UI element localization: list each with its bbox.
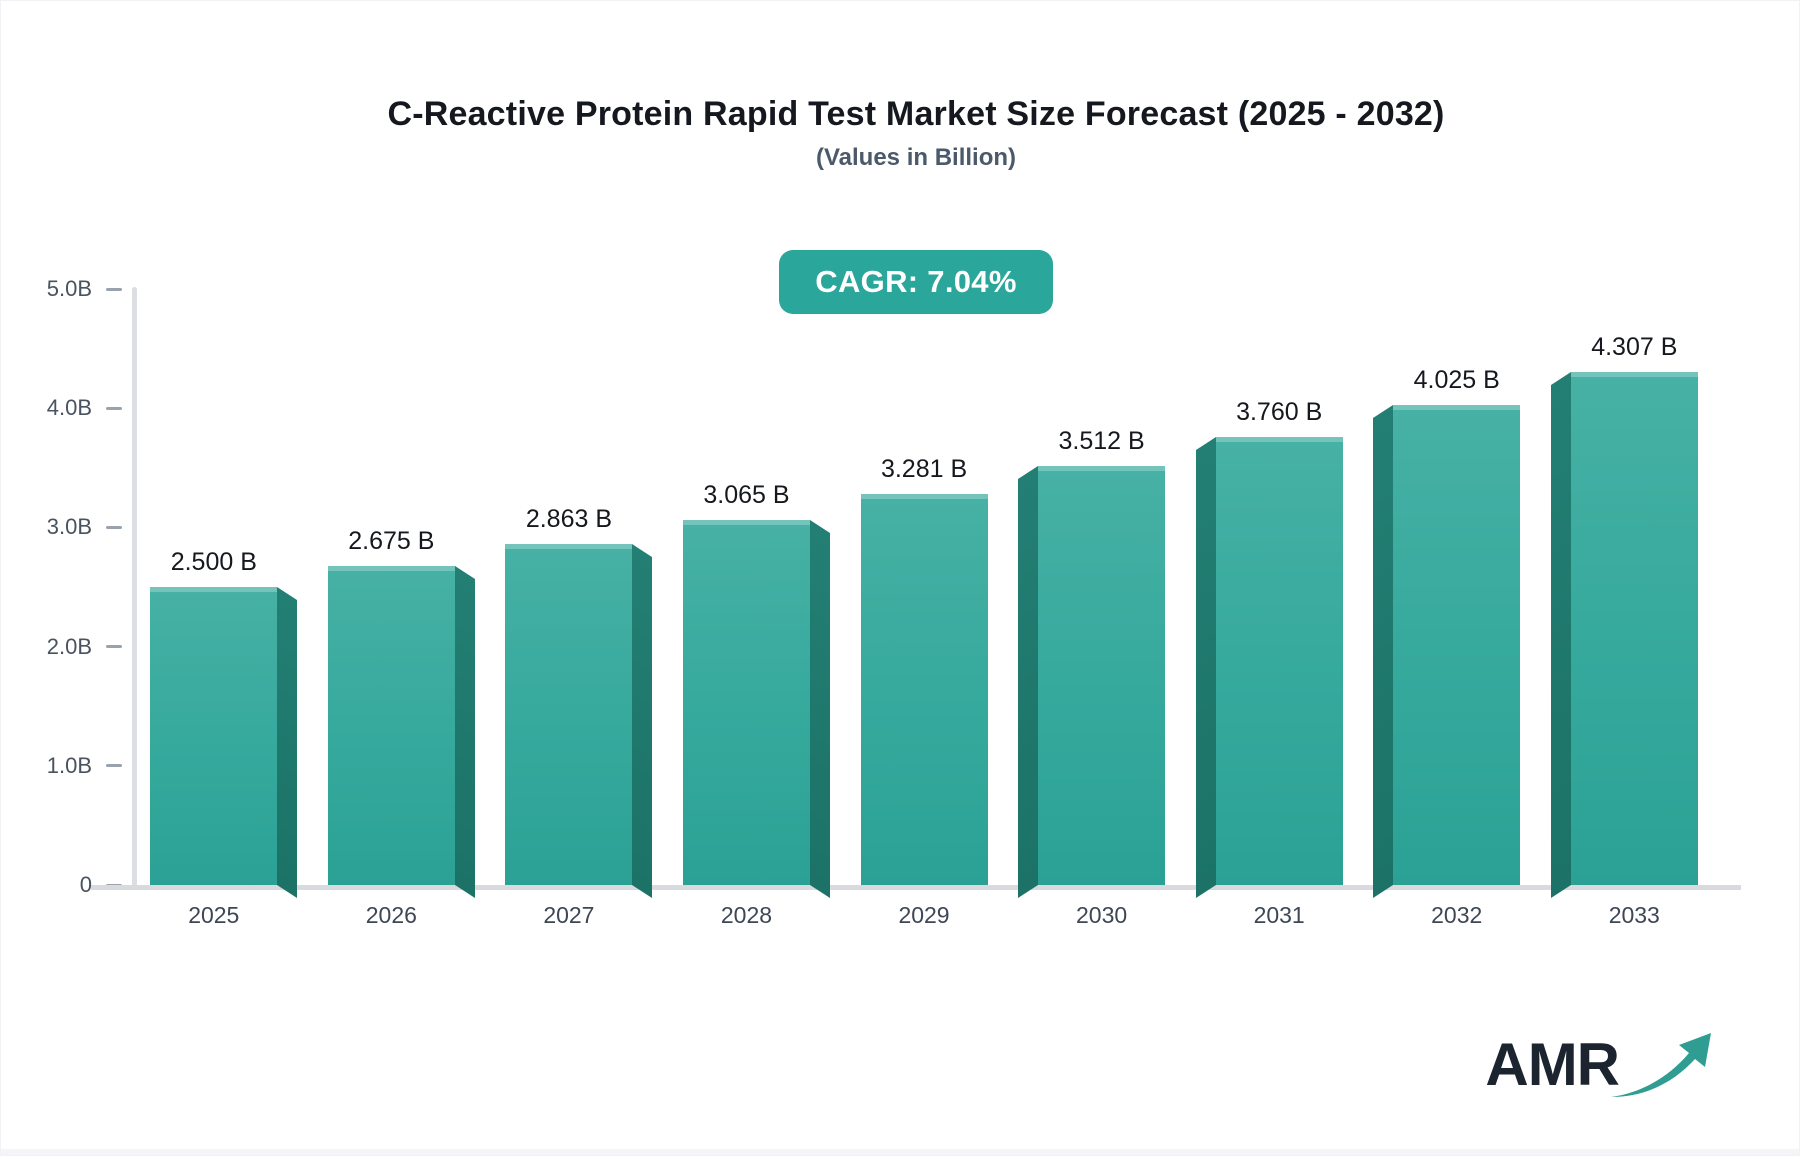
bar-slot-2033: 4.307 B [1546,289,1724,898]
bar-value-label: 4.307 B [1591,332,1678,361]
bar-front-face [505,543,633,885]
y-tick-label: 5.0B [46,276,92,301]
bar-side-face [1195,436,1216,898]
bar-2030: 3.512 B [1018,427,1166,898]
chart-title: C-Reactive Protein Rapid Test Market Siz… [387,95,1445,133]
x-axis-label-2026: 2026 [365,902,417,928]
bar-front-face [150,587,278,885]
bar-slot-2026: 2.675 B [303,289,481,898]
y-tick-mark [106,406,122,410]
bar-slot-2025: 2.500 B [125,289,303,898]
y-tick-mark [106,287,122,291]
x-axis-label-2032: 2032 [1431,902,1483,928]
bar-front-face [1570,371,1698,885]
bar-front-face [327,566,455,885]
bar-front-face [1038,466,1166,885]
y-tick-mark [106,764,122,768]
chart-header: C-Reactive Protein Rapid Test Market Siz… [31,1,1799,314]
y-tick-2.0B: 2.0B [47,634,132,660]
y-tick-label: 4.0B [46,395,92,421]
y-tick-label: 1.0B [46,752,92,778]
bar-2028: 3.065 B [682,481,830,898]
bar-value-label: 2.863 B [525,504,612,533]
bars-area: 2.500 B 2.675 B 2.863 B 3.065 B 3.281 B 3.512… [125,289,1724,898]
page-bottom-edge [1,1149,1799,1155]
bar-value-label: 3.065 B [703,480,790,509]
x-axis-label-2029: 2029 [898,902,950,928]
y-axis-line [132,287,137,888]
bar-slot-2027: 2.863 B [480,289,658,898]
bar-value-label: 2.675 B [348,527,435,556]
bar-2025: 2.500 B [150,548,298,898]
y-axis: 5.0B 4.0B 3.0B 2.0B 1.0B 0 [1,276,132,897]
y-tick-label: 2.0B [46,633,92,659]
x-axis-baseline [91,885,1741,890]
bar-2033: 4.307 B [1550,333,1698,898]
bar-side-face [1550,371,1571,898]
y-tick-label: 0 [79,872,92,897]
amr-logo-text: AMR [1485,1031,1620,1098]
bar-slot-2030: 3.512 B [1013,289,1191,898]
x-axis-labels: 2025 2026 2027 2028 2029 2030 2031 2032 2033 [125,902,1723,929]
y-tick-mark [106,645,122,649]
y-tick-3.0B: 3.0B [47,514,132,540]
bar-2026: 2.675 B [327,527,475,898]
bar-value-label: 2.500 B [170,548,257,576]
x-axis-label-2025: 2025 [188,902,240,928]
bar-side-face [1018,466,1039,898]
x-axis-label-2027: 2027 [543,902,595,928]
bar-2029: 3.281 B [860,455,988,885]
trend-up-arrow-icon [1611,1033,1711,1097]
bar-side-face [277,587,298,898]
amr-logo: AMR [1485,1027,1717,1103]
x-axis-label-2031: 2031 [1253,902,1305,928]
x-axis-label-2033: 2033 [1608,902,1660,928]
bar-side-face [632,543,653,898]
chart-subtitle: (Values in Billion) [815,144,1017,171]
cagr-badge: CAGR: 7.04% [779,250,1053,314]
y-tick-4.0B: 4.0B [47,395,132,421]
bar-side-face [1373,405,1394,898]
bar-side-face [454,566,475,898]
bar-value-label: 3.760 B [1236,397,1323,426]
bar-front-face [860,493,988,885]
bar-front-face [1215,436,1343,885]
bar-slot-2029: 3.281 B [835,289,1013,885]
y-tick-label: 3.0B [46,514,92,540]
bar-value-label: 3.512 B [1058,427,1145,456]
bar-front-face [1393,405,1521,885]
bar-side-face [809,519,830,898]
bar-2027: 2.863 B [505,505,653,898]
bar-slot-2032: 4.025 B [1368,289,1546,898]
bar-slot-2028: 3.065 B [658,289,836,898]
bar-2032: 4.025 B [1373,366,1521,898]
bar-value-label: 4.025 B [1413,366,1500,395]
y-tick-1.0B: 1.0B [47,753,132,779]
y-tick-mark [106,525,122,529]
y-tick-5.0B: 5.0B [47,276,132,302]
bar-front-face [682,519,810,885]
bar-slot-2031: 3.760 B [1190,289,1368,898]
x-axis-label-2028: 2028 [720,902,773,928]
bar-2031: 3.760 B [1195,398,1343,898]
x-axis-label-2030: 2030 [1076,902,1128,928]
bar-value-label: 3.281 B [880,454,968,483]
